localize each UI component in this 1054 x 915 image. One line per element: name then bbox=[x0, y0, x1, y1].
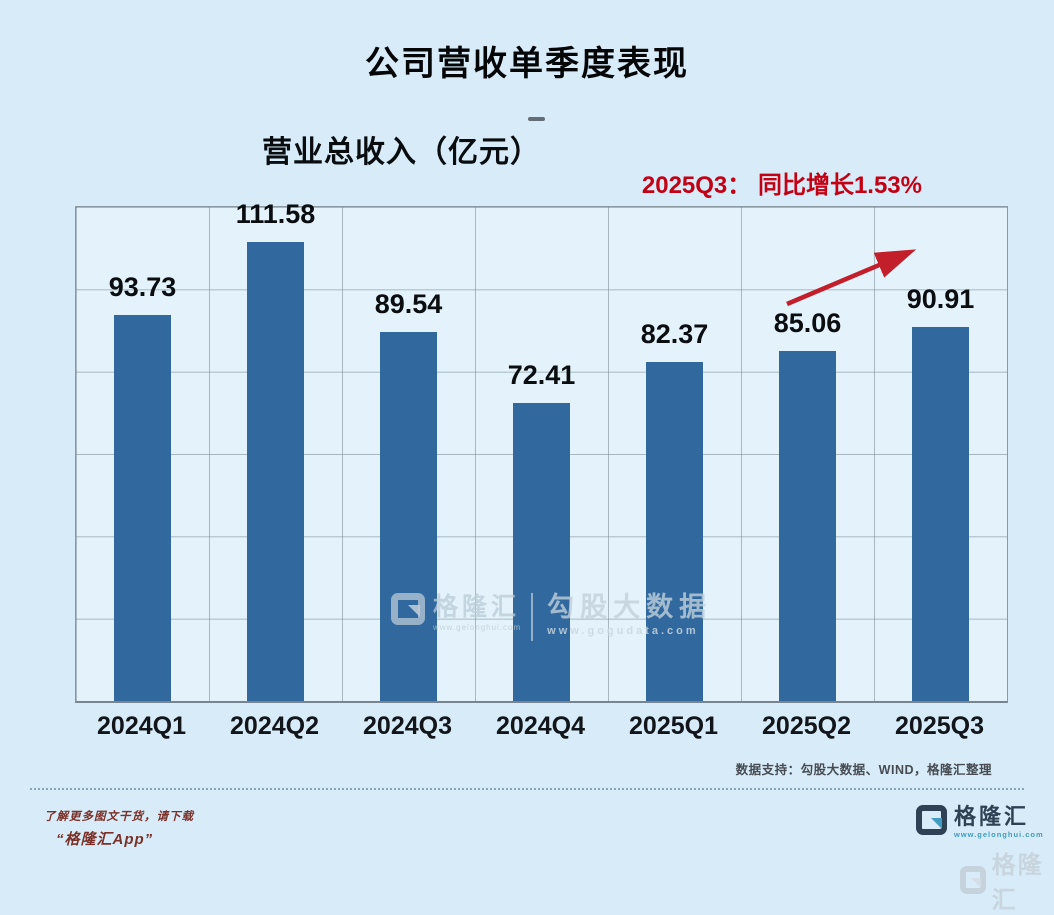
gelonghui-logo-icon bbox=[960, 866, 986, 894]
bar-2025Q2 bbox=[779, 351, 836, 701]
gelonghui-logo-text: 格隆汇 bbox=[991, 852, 1044, 914]
bar-2025Q3 bbox=[912, 327, 969, 701]
watermark-brand: 格隆汇 bbox=[433, 593, 521, 621]
x-axis-label: 2025Q3 bbox=[895, 712, 984, 740]
promo-text-line2: “格隆汇App” bbox=[56, 831, 154, 848]
page-title: 公司营收单季度表现 bbox=[365, 45, 689, 83]
x-axis-label: 2024Q2 bbox=[230, 712, 319, 740]
watermark-brand-url: www.gelonghui.com bbox=[433, 623, 522, 632]
logo-arrow-icon bbox=[970, 878, 981, 888]
gelonghui-logo-text-block: 格隆汇 www.gelonghui.com bbox=[954, 804, 1044, 840]
chart-subtitle: 营业总收入（亿元） bbox=[262, 136, 541, 169]
bar-2024Q3 bbox=[380, 332, 437, 701]
bar-2024Q2 bbox=[247, 242, 304, 701]
gelonghui-logo-text: 格隆汇 bbox=[954, 804, 1030, 829]
bar-value-label: 93.73 bbox=[108, 272, 177, 302]
bar-value-label: 89.54 bbox=[374, 289, 443, 319]
watermark-partner-block: 勾股大数据 www.gogudata.com bbox=[547, 593, 712, 637]
bar-value-label: 111.58 bbox=[235, 199, 316, 229]
x-axis-labels: 2024Q1 2024Q2 2024Q3 2024Q4 2025Q1 2025Q2 2025… bbox=[75, 712, 1006, 746]
bar-value-label: 90.91 bbox=[906, 284, 975, 314]
gelonghui-logo-url: www.gelonghui.com bbox=[954, 830, 1044, 839]
bar-2024Q4 bbox=[513, 403, 570, 701]
stray-mark-dash bbox=[528, 117, 545, 121]
watermark-partner-url: www.gogudata.com bbox=[547, 625, 699, 637]
gelonghui-logo-icon bbox=[916, 805, 947, 835]
gelonghui-logo-icon bbox=[391, 593, 425, 625]
watermark-brand-block: 格隆汇 www.gelonghui.com bbox=[433, 593, 521, 632]
x-axis-label: 2024Q1 bbox=[97, 712, 186, 740]
x-axis-label: 2025Q2 bbox=[762, 712, 851, 740]
x-axis-label: 2024Q4 bbox=[496, 712, 585, 740]
logo-arrow-icon bbox=[931, 818, 942, 829]
bar-value-label: 85.06 bbox=[773, 308, 842, 338]
gelonghui-logo-watermark: 格隆汇 bbox=[960, 845, 1054, 915]
bar-value-label: 82.37 bbox=[640, 319, 709, 349]
logo-arrow-icon bbox=[408, 605, 420, 617]
gelonghui-logo: 格隆汇 www.gelonghui.com bbox=[916, 805, 1044, 839]
bar-2024Q1 bbox=[114, 315, 171, 701]
bar-2025Q1 bbox=[646, 362, 703, 701]
data-source-note: 数据支持：勾股大数据、WIND，格隆汇整理 bbox=[735, 763, 992, 777]
x-axis-label: 2025Q1 bbox=[629, 712, 718, 740]
center-watermark: 格隆汇 www.gelonghui.com 勾股大数据 www.gogudata… bbox=[391, 593, 712, 641]
watermark-partner: 勾股大数据 bbox=[547, 592, 713, 622]
watermark-divider bbox=[531, 593, 534, 641]
bar-value-label: 72.41 bbox=[507, 360, 576, 390]
x-axis-label: 2024Q3 bbox=[363, 712, 452, 740]
promo-text-line1: 了解更多图文干货，请下载 bbox=[44, 811, 194, 823]
growth-annotation-line1: 2025Q3： 同比增长1.53% bbox=[641, 172, 922, 199]
footer-divider bbox=[30, 788, 1024, 790]
